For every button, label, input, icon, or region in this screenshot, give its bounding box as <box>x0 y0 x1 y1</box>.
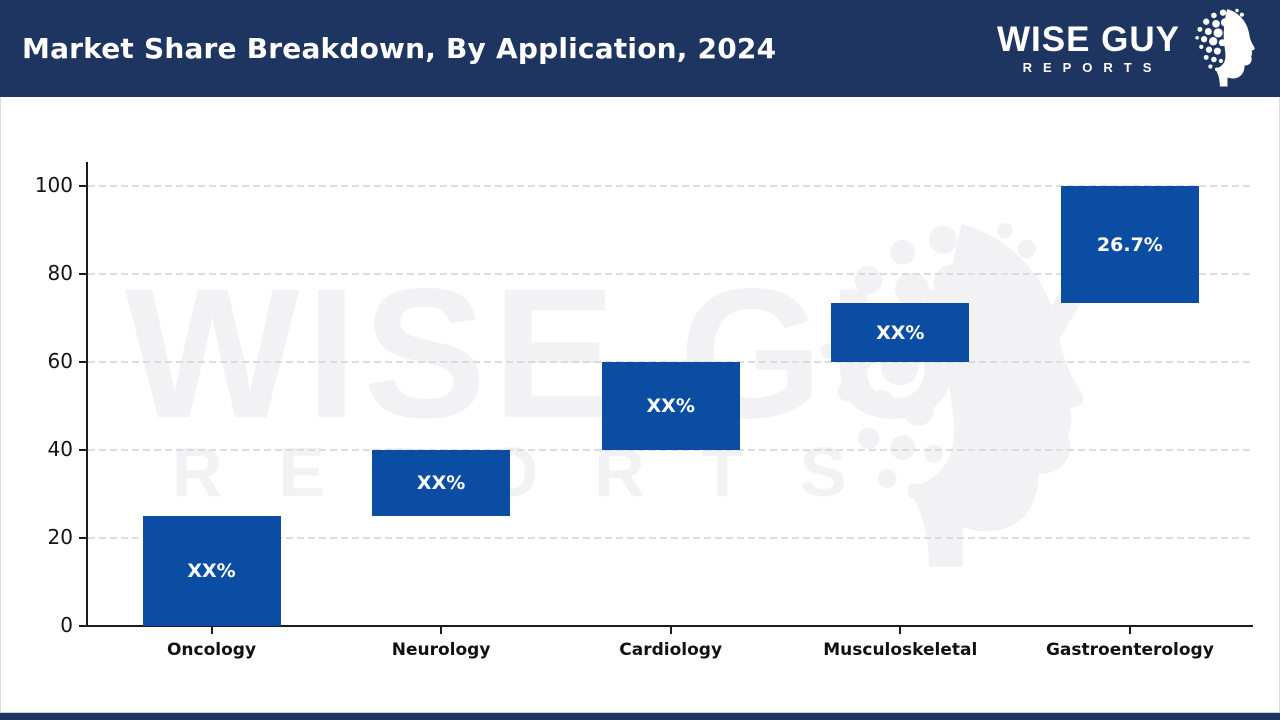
wiseguy-face-icon <box>1188 7 1258 91</box>
gridline-20 <box>88 537 1253 539</box>
bar-value-label-musculoskeletal: XX% <box>876 321 925 344</box>
x-tick-oncology <box>210 627 213 634</box>
header-bar: Market Share Breakdown, By Application, … <box>0 0 1280 97</box>
bar-oncology: XX% <box>142 516 281 626</box>
y-tick-40 <box>79 449 88 451</box>
bar-value-label-cardiology: XX% <box>646 395 695 417</box>
y-tick-80 <box>79 273 88 275</box>
bar-value-label-neurology: XX% <box>416 472 466 494</box>
footer-bar <box>0 712 1280 720</box>
x-tick-label-cardiology: Cardiology <box>619 640 723 660</box>
bar-cardiology: XX% <box>601 362 740 450</box>
gridline-40 <box>88 449 1253 451</box>
x-tick-label-oncology: Oncology <box>166 640 257 660</box>
y-tick-label-80: 80 <box>47 261 73 285</box>
y-tick-label-0: 0 <box>60 613 73 637</box>
x-tick-label-musculoskeletal: Musculoskeletal <box>823 640 978 660</box>
x-tick-label-gastroenterology: Gastroenterology <box>1045 640 1214 660</box>
x-tick-gastroenterology <box>1128 627 1131 634</box>
x-tick-cardiology <box>669 627 672 634</box>
x-tick-neurology <box>440 627 443 634</box>
brand-name: WISE GUY <box>996 20 1180 59</box>
chart-title: Market Share Breakdown, By Application, … <box>22 32 777 65</box>
y-tick-0 <box>79 625 88 627</box>
brand-subtitle: REPORTS <box>1022 60 1163 75</box>
bar-gastroenterology: 26.7% <box>1060 186 1199 304</box>
bar-neurology: XX% <box>372 450 511 516</box>
y-tick-label-40: 40 <box>47 437 73 461</box>
bar-value-label-oncology: XX% <box>187 560 236 582</box>
y-tick-60 <box>79 361 88 363</box>
x-tick-musculoskeletal <box>899 627 902 634</box>
gridline-80 <box>88 273 1253 275</box>
bar-value-label-gastroenterology: 26.7% <box>1096 233 1163 256</box>
x-axis <box>88 625 1253 627</box>
y-tick-label-60: 60 <box>47 349 73 373</box>
brand-logo: WISE GUY REPORTS <box>997 7 1258 91</box>
brand-text: WISE GUY REPORTS <box>997 22 1180 75</box>
bar-musculoskeletal: XX% <box>831 303 970 362</box>
y-tick-label-100: 100 <box>34 173 73 197</box>
gridline-100 <box>88 185 1253 187</box>
y-tick-100 <box>79 185 88 187</box>
y-axis <box>86 162 88 627</box>
y-tick-label-20: 20 <box>47 525 73 549</box>
x-tick-label-neurology: Neurology <box>391 640 491 660</box>
y-tick-20 <box>79 537 88 539</box>
